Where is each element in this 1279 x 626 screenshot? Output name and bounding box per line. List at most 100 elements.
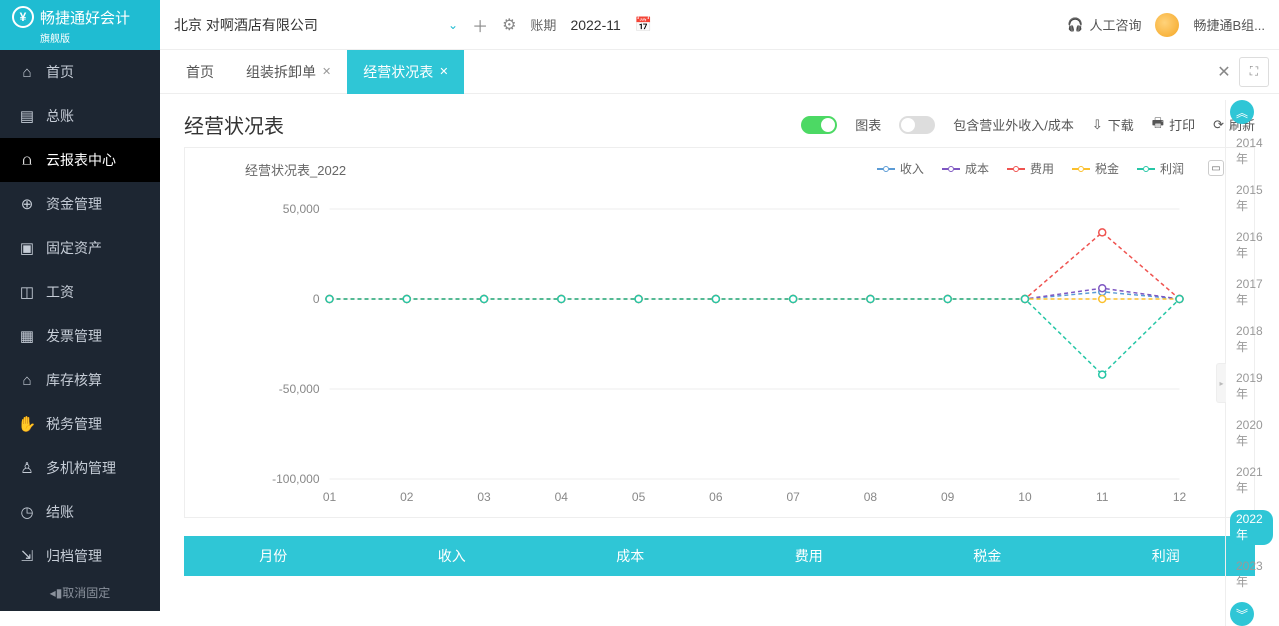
tabs-bar: 首页组装拆卸单✕ 经营状况表 ✕ ✕ ⛶ xyxy=(160,50,1279,94)
year-item[interactable]: 2020年 xyxy=(1230,416,1273,451)
nav-label: 固定资产 xyxy=(46,238,102,258)
year-item[interactable]: 2021年 xyxy=(1230,463,1273,498)
fullscreen-icon[interactable]: ⛶ xyxy=(1239,57,1269,87)
close-icon[interactable]: ✕ xyxy=(439,65,448,78)
nav-item[interactable]: ◷结账 xyxy=(0,490,160,534)
nav-label: 首页 xyxy=(46,62,74,82)
nav-item[interactable]: ✋税务管理 xyxy=(0,402,160,446)
svg-text:06: 06 xyxy=(709,490,723,504)
year-item[interactable]: 2017年 xyxy=(1230,275,1273,310)
nav-label: 库存核算 xyxy=(46,370,102,390)
gear-icon[interactable]: ⚙ xyxy=(502,15,516,35)
nav-icon: ▦ xyxy=(18,327,36,345)
legend-item[interactable]: 税金 xyxy=(1072,160,1119,177)
year-item[interactable]: 2016年 xyxy=(1230,228,1273,263)
year-item[interactable]: 2022年 xyxy=(1230,510,1273,545)
legend-item[interactable]: 成本 xyxy=(942,160,989,177)
toggle-chart[interactable] xyxy=(801,116,837,134)
legend-item[interactable]: 费用 xyxy=(1007,160,1054,177)
year-item[interactable]: 2014年 xyxy=(1230,134,1273,169)
year-down-button[interactable]: ︾ xyxy=(1230,602,1254,626)
table-column-header: 费用 xyxy=(720,546,899,566)
unpin-sidebar[interactable]: ◂▮取消固定 xyxy=(0,574,160,611)
nav-item[interactable]: ⌂库存核算 xyxy=(0,358,160,402)
nav-item[interactable]: ◫工资 xyxy=(0,270,160,314)
table-column-header: 收入 xyxy=(363,546,542,566)
nav-label: 归档管理 xyxy=(46,546,102,566)
svg-text:-50,000: -50,000 xyxy=(279,382,320,396)
tab[interactable]: 首页 xyxy=(170,50,230,94)
svg-text:05: 05 xyxy=(632,490,646,504)
period-value: 2022-11 xyxy=(570,17,620,33)
year-rail: ▸ ︽ 2014年2015年2016年2017年2018年2019年2020年2… xyxy=(1225,100,1273,626)
nav-label: 税务管理 xyxy=(46,414,102,434)
year-item[interactable]: 2018年 xyxy=(1230,322,1273,357)
nav-icon: ▣ xyxy=(18,239,36,257)
nav: ⌂ 首页 ▤总账⩍云报表中心⊕资金管理 ▣ 固定资产 ◫工资 ▦ 发票管理 ⌂库存核算✋税务管理… xyxy=(0,50,160,574)
year-item[interactable]: 2023年 xyxy=(1230,557,1273,592)
nav-item[interactable]: ⇲ 归档管理 xyxy=(0,534,160,574)
chart-legend: 收入 成本 费用 税金 利润 ▭ xyxy=(877,160,1224,177)
calendar-icon[interactable]: 📅 xyxy=(635,16,652,33)
nav-item[interactable]: ▦ 发票管理 xyxy=(0,314,160,358)
download-button[interactable]: ⇩下载 xyxy=(1092,115,1134,134)
chart-tool-icon[interactable]: ▭ xyxy=(1208,160,1224,176)
toggle-extra-label: 包含营业外收入/成本 xyxy=(953,115,1074,134)
svg-text:09: 09 xyxy=(941,490,955,504)
tab[interactable]: 组装拆卸单✕ xyxy=(230,50,347,94)
consult-link[interactable]: 🎧 人工咨询 xyxy=(1067,15,1141,34)
table-column-header: 成本 xyxy=(541,546,720,566)
table-column-header: 月份 xyxy=(184,546,363,566)
company-selector[interactable]: 北京 对啊酒店有限公司 xyxy=(174,15,434,35)
nav-icon: ⌂ xyxy=(18,63,36,81)
nav-item[interactable]: ⊕资金管理 xyxy=(0,182,160,226)
toggle-extra-income[interactable] xyxy=(899,116,935,134)
toggle-chart-label: 图表 xyxy=(855,115,881,134)
nav-icon: ♙ xyxy=(18,459,36,477)
tab-label: 首页 xyxy=(186,62,214,82)
svg-text:02: 02 xyxy=(400,490,414,504)
brand-area: ¥ 畅捷通好会计 旗舰版 xyxy=(0,0,160,50)
svg-text:0: 0 xyxy=(313,292,320,306)
legend-item[interactable]: 利润 xyxy=(1137,160,1184,177)
nav-icon: ◫ xyxy=(18,283,36,301)
svg-text:10: 10 xyxy=(1018,490,1032,504)
rail-collapse-handle[interactable]: ▸ xyxy=(1216,363,1226,403)
svg-text:-100,000: -100,000 xyxy=(272,472,320,486)
nav-label: 总账 xyxy=(46,106,74,126)
nav-item[interactable]: ▤总账 xyxy=(0,94,160,138)
nav-icon: ⇲ xyxy=(18,547,36,565)
avatar[interactable] xyxy=(1155,13,1179,37)
nav-item[interactable]: ⌂ 首页 xyxy=(0,50,160,94)
tab-label: 经营状况表 xyxy=(363,62,433,82)
headset-icon: 🎧 xyxy=(1067,17,1083,33)
brand-edition: 旗舰版 xyxy=(40,30,148,45)
svg-text:12: 12 xyxy=(1173,490,1187,504)
legend-label: 收入 xyxy=(900,160,924,177)
print-button[interactable]: 🖶打印 xyxy=(1152,114,1195,136)
nav-icon: ⊕ xyxy=(18,195,36,213)
tab[interactable]: 经营状况表 ✕ xyxy=(347,50,464,94)
plus-icon[interactable]: ＋ xyxy=(472,13,488,37)
nav-icon: ⩍ xyxy=(18,151,36,169)
main: 北京 对啊酒店有限公司 ⌄ ＋ ⚙ 账期 2022-11 📅 🎧 人工咨询 畅捷… xyxy=(160,0,1279,611)
svg-text:50,000: 50,000 xyxy=(283,202,320,216)
close-icon[interactable]: ✕ xyxy=(322,65,331,78)
nav-label: 发票管理 xyxy=(46,326,102,346)
year-item[interactable]: 2015年 xyxy=(1230,181,1273,216)
year-up-button[interactable]: ︽ xyxy=(1230,100,1254,124)
close-all-tabs[interactable]: ✕ xyxy=(1209,57,1239,87)
legend-label: 利润 xyxy=(1160,160,1184,177)
period-label: 账期 xyxy=(530,15,556,34)
legend-label: 费用 xyxy=(1030,160,1054,177)
legend-item[interactable]: 收入 xyxy=(877,160,924,177)
nav-item[interactable]: ♙多机构管理 xyxy=(0,446,160,490)
username: 畅捷通B组... xyxy=(1193,15,1265,34)
chevron-down-icon[interactable]: ⌄ xyxy=(448,18,458,32)
company-name: 北京 对啊酒店有限公司 xyxy=(174,15,318,35)
nav-item[interactable]: ⩍云报表中心 xyxy=(0,138,160,182)
svg-text:11: 11 xyxy=(1096,490,1109,504)
nav-item[interactable]: ▣ 固定资产 xyxy=(0,226,160,270)
year-item[interactable]: 2019年 xyxy=(1230,369,1273,404)
legend-label: 税金 xyxy=(1095,160,1119,177)
